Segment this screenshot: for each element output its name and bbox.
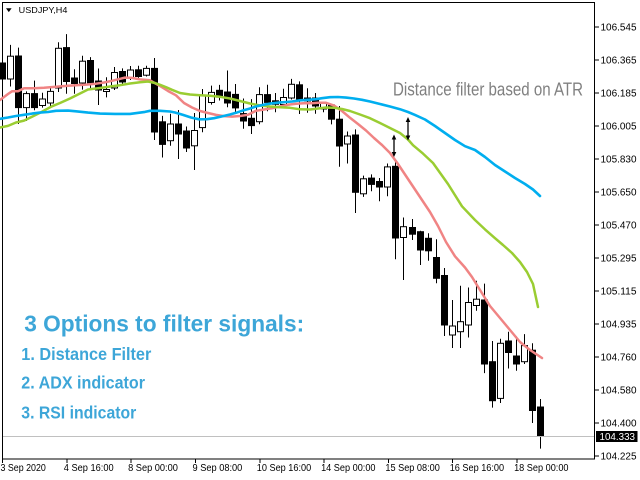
svg-text:10 Sep 16:00: 10 Sep 16:00	[257, 463, 312, 474]
svg-text:105.470: 105.470	[601, 221, 638, 232]
svg-text:18 Sep 00:00: 18 Sep 00:00	[514, 463, 569, 474]
svg-text:106.545: 106.545	[601, 23, 638, 34]
svg-text:105.295: 105.295	[601, 254, 638, 265]
svg-text:104.935: 104.935	[601, 320, 638, 331]
svg-text:104.400: 104.400	[601, 419, 638, 430]
svg-text:106.005: 106.005	[601, 122, 638, 133]
svg-text:4 Sep 16:00: 4 Sep 16:00	[64, 463, 114, 474]
svg-text:106.185: 106.185	[601, 89, 638, 100]
svg-text:105.650: 105.650	[601, 188, 638, 199]
svg-text:3 Options to filter signals:: 3 Options to filter signals:	[24, 311, 304, 337]
svg-text:3. RSI indicator: 3. RSI indicator	[21, 403, 136, 423]
svg-text:16 Sep 16:00: 16 Sep 16:00	[450, 463, 505, 474]
svg-text:105.830: 105.830	[601, 155, 638, 166]
svg-text:105.115: 105.115	[601, 287, 638, 298]
svg-text:106.365: 106.365	[601, 56, 638, 67]
svg-text:104.760: 104.760	[601, 353, 638, 364]
svg-text:104.580: 104.580	[601, 386, 638, 397]
svg-text:9 Sep 08:00: 9 Sep 08:00	[193, 463, 243, 474]
svg-text:8 Sep 00:00: 8 Sep 00:00	[128, 463, 178, 474]
svg-text:104.225: 104.225	[601, 452, 638, 463]
svg-text:1. Distance Filter: 1. Distance Filter	[21, 344, 151, 364]
svg-text:2. ADX indicator: 2. ADX indicator	[21, 373, 145, 393]
svg-text:3 Sep 2020: 3 Sep 2020	[1, 463, 47, 474]
svg-text:14 Sep 00:00: 14 Sep 00:00	[321, 463, 376, 474]
svg-text:15 Sep 08:00: 15 Sep 08:00	[385, 463, 440, 474]
svg-text:Distance filter based on ATR: Distance filter based on ATR	[393, 79, 583, 100]
svg-text:104.333: 104.333	[600, 432, 636, 443]
svg-text:USDJPY,H4: USDJPY,H4	[19, 6, 68, 15]
